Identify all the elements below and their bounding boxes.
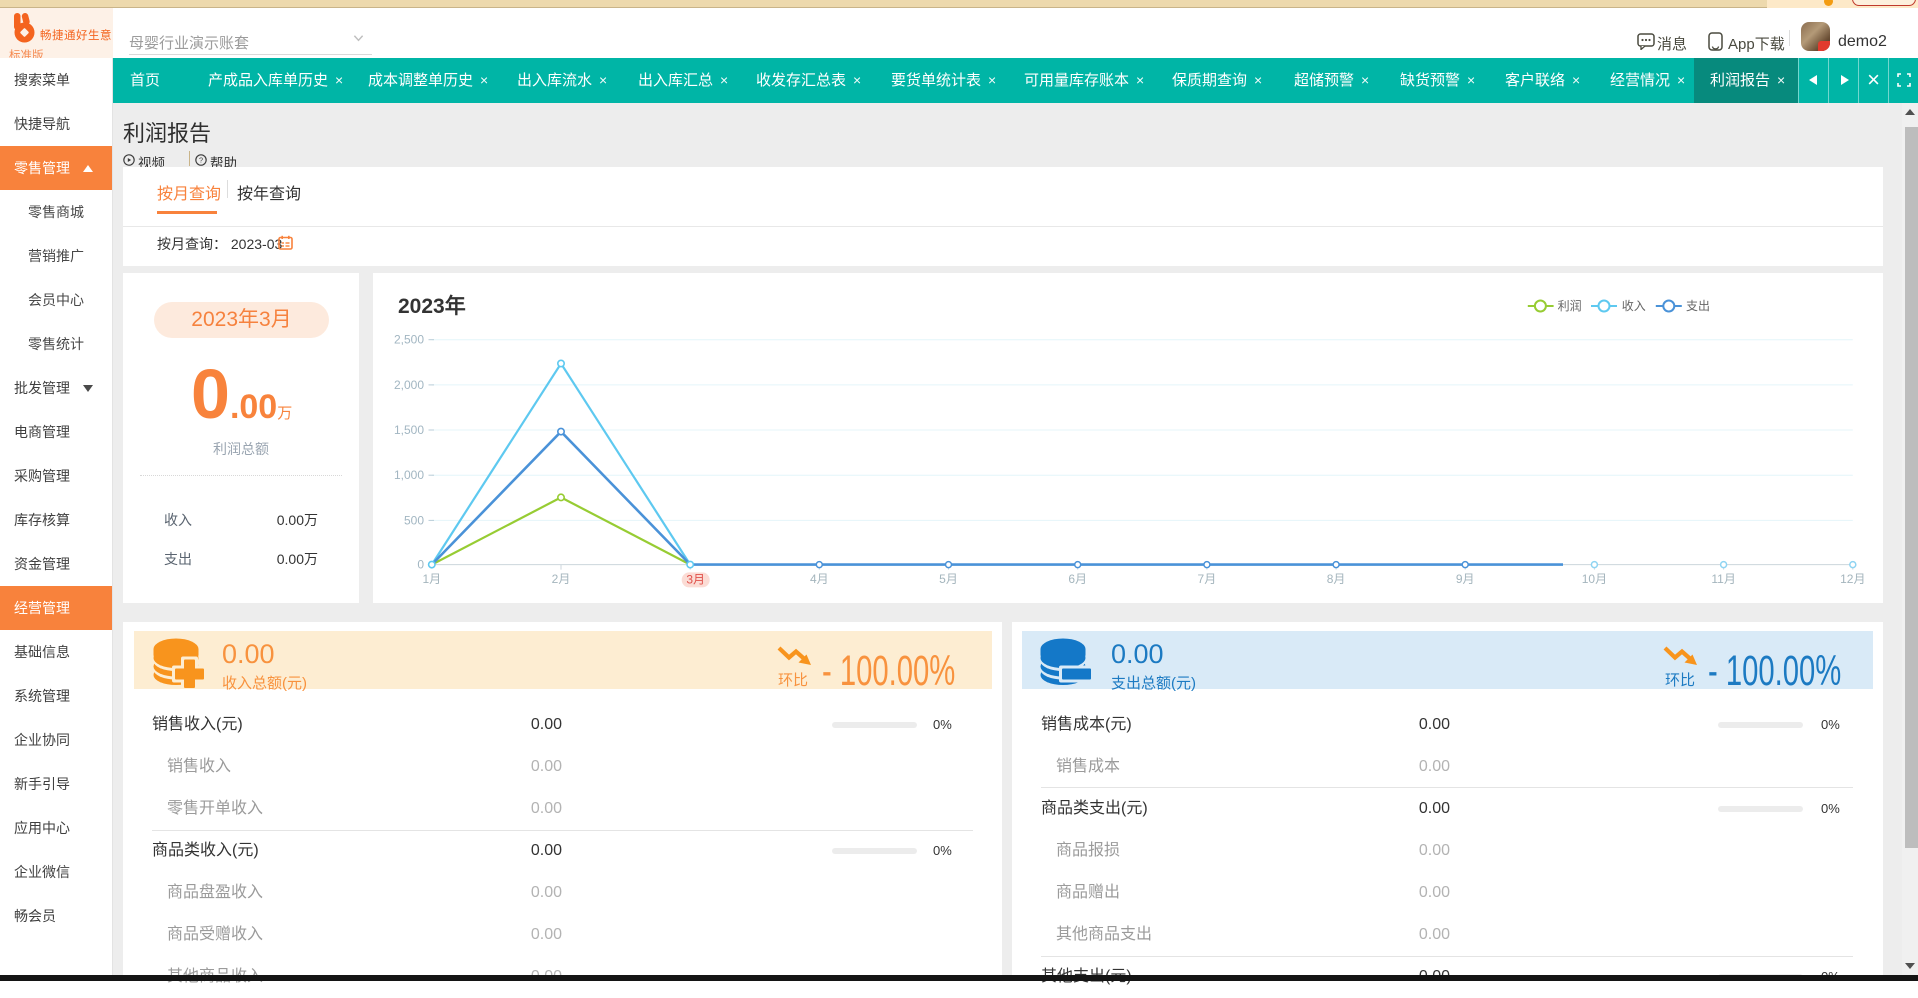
svg-text:2月: 2月 (552, 572, 571, 586)
svg-text:支出: 支出 (1686, 299, 1710, 313)
svg-text:4月: 4月 (810, 572, 829, 586)
svg-text:12月: 12月 (1840, 572, 1865, 586)
svg-text:收入: 收入 (1622, 299, 1646, 313)
svg-text:2,500: 2,500 (394, 333, 424, 347)
svg-text:11月: 11月 (1711, 572, 1735, 586)
svg-text:8月: 8月 (1327, 572, 1346, 586)
svg-text:3月: 3月 (686, 573, 705, 587)
svg-text:0: 0 (417, 558, 424, 572)
svg-text:利润: 利润 (1558, 299, 1582, 313)
svg-text:2,000: 2,000 (394, 378, 424, 392)
svg-text:500: 500 (404, 513, 424, 527)
svg-text:1月: 1月 (422, 572, 441, 586)
svg-text:2023年: 2023年 (398, 294, 466, 318)
svg-text:5月: 5月 (939, 572, 958, 586)
svg-text:10月: 10月 (1582, 572, 1607, 586)
svg-text:6月: 6月 (1068, 572, 1087, 586)
svg-text:9月: 9月 (1456, 572, 1475, 586)
svg-text:7月: 7月 (1198, 572, 1217, 586)
svg-text:1,500: 1,500 (394, 423, 424, 437)
svg-text:1,000: 1,000 (394, 468, 424, 482)
svg-text:?: ? (199, 155, 203, 164)
